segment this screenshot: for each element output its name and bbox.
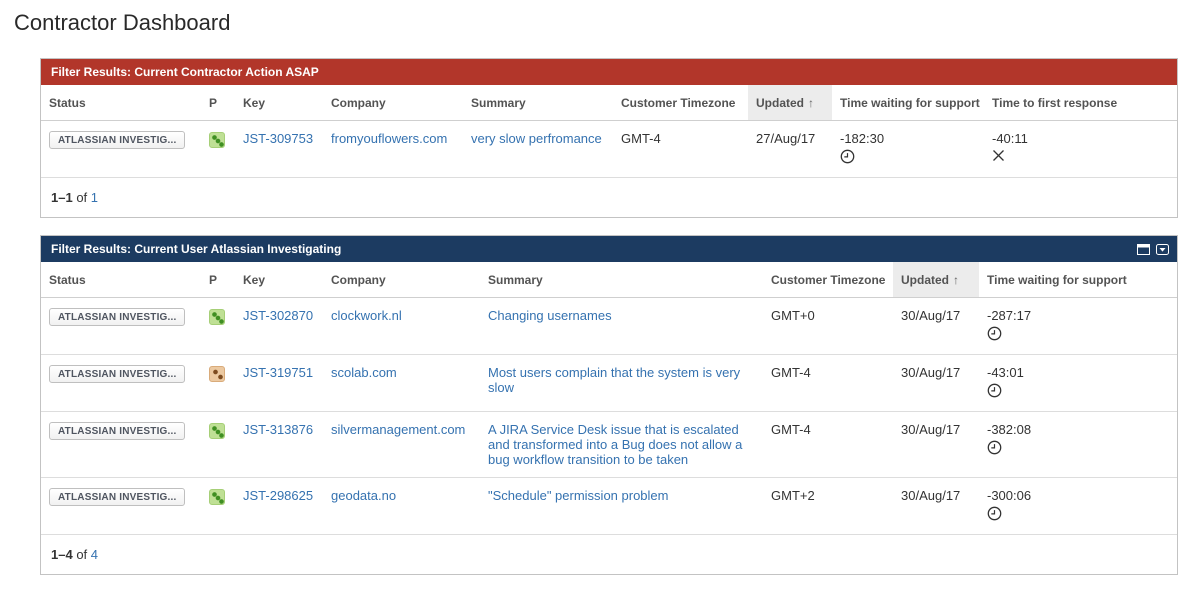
- time-first-response-cell: -40:11: [984, 120, 1177, 178]
- time-waiting-cell: -43:01: [979, 354, 1177, 412]
- x-icon: [992, 150, 1005, 165]
- company-link[interactable]: silvermanagement.com: [331, 422, 466, 437]
- pagination: 1–1 of 1: [41, 178, 1177, 217]
- status-badge: ATLASSIAN INVESTIG...: [49, 308, 186, 326]
- column-header-updated[interactable]: Updated ↑: [748, 85, 832, 121]
- column-header-time-first-response[interactable]: Time to first response: [984, 85, 1177, 121]
- gadget-menu-dropdown-icon[interactable]: [1156, 243, 1169, 255]
- column-header-priority[interactable]: P: [201, 85, 235, 121]
- pagination-range: 1–4: [51, 547, 73, 562]
- status-badge: ATLASSIAN INVESTIG...: [49, 131, 186, 149]
- column-header-timezone[interactable]: Customer Timezone: [763, 262, 893, 298]
- timezone-cell: GMT-4: [763, 354, 893, 412]
- column-header-key[interactable]: Key: [235, 262, 323, 298]
- maximize-gadget-icon[interactable]: [1137, 243, 1150, 255]
- pagination: 1–4 of 4: [41, 535, 1177, 574]
- column-header-status[interactable]: Status: [41, 262, 201, 298]
- gadget-title: Filter Results: Current User Atlassian I…: [51, 242, 342, 256]
- summary-link[interactable]: Changing usernames: [488, 308, 612, 323]
- column-header-key[interactable]: Key: [235, 85, 323, 121]
- priority-icon: [209, 423, 225, 439]
- status-badge: ATLASSIAN INVESTIG...: [49, 488, 186, 506]
- issue-key-link[interactable]: JST-319751: [243, 365, 314, 380]
- column-header-company[interactable]: Company: [323, 85, 463, 121]
- sort-ascending-icon: ↑: [953, 273, 959, 287]
- company-link[interactable]: geodata.no: [331, 488, 397, 503]
- pagination-range: 1–1: [51, 190, 73, 205]
- sort-ascending-icon: ↑: [808, 96, 814, 110]
- pagination-total-link[interactable]: 4: [90, 547, 99, 562]
- table-row: ATLASSIAN INVESTIG... JST-302870 clockwo…: [41, 297, 1177, 355]
- clock-icon: [987, 383, 1002, 401]
- updated-cell: 30/Aug/17: [893, 411, 979, 478]
- time-waiting-cell: -382:08: [979, 411, 1177, 478]
- clock-icon: [987, 506, 1002, 524]
- status-badge: ATLASSIAN INVESTIG...: [49, 422, 186, 440]
- table-row: ATLASSIAN INVESTIG... JST-298625 geodata…: [41, 477, 1177, 535]
- issues-table: Status P Key Company Summary Customer Ti…: [41, 85, 1177, 178]
- pagination-total-link[interactable]: 1: [90, 190, 99, 205]
- gadget-header[interactable]: Filter Results: Current User Atlassian I…: [41, 236, 1177, 262]
- issue-key-link[interactable]: JST-302870: [243, 308, 314, 323]
- company-link[interactable]: scolab.com: [331, 365, 397, 380]
- gadget-header[interactable]: Filter Results: Current Contractor Actio…: [41, 59, 1177, 85]
- issue-key-link[interactable]: JST-309753: [243, 131, 314, 146]
- clock-icon: [987, 440, 1002, 458]
- column-header-timezone[interactable]: Customer Timezone: [613, 85, 748, 121]
- page-title: Contractor Dashboard: [14, 10, 231, 35]
- updated-cell: 27/Aug/17: [748, 120, 832, 178]
- issue-key-link[interactable]: JST-313876: [243, 422, 314, 437]
- table-row: ATLASSIAN INVESTIG... JST-309753 fromyou…: [41, 120, 1177, 178]
- priority-icon: [209, 489, 225, 505]
- priority-icon: [209, 132, 225, 148]
- priority-icon: [209, 309, 225, 325]
- issue-key-link[interactable]: JST-298625: [243, 488, 314, 503]
- column-header-updated[interactable]: Updated ↑: [893, 262, 979, 298]
- updated-cell: 30/Aug/17: [893, 297, 979, 355]
- column-header-summary[interactable]: Summary: [480, 262, 763, 298]
- column-header-time-waiting[interactable]: Time waiting for support: [832, 85, 984, 121]
- priority-icon: [209, 366, 225, 382]
- summary-link[interactable]: A JIRA Service Desk issue that is escala…: [488, 422, 743, 467]
- summary-link[interactable]: very slow perfromance: [471, 131, 602, 146]
- timezone-cell: GMT-4: [613, 120, 748, 178]
- column-header-status[interactable]: Status: [41, 85, 201, 121]
- timezone-cell: GMT+0: [763, 297, 893, 355]
- clock-icon: [987, 326, 1002, 344]
- column-header-priority[interactable]: P: [201, 262, 235, 298]
- column-header-time-waiting[interactable]: Time waiting for support: [979, 262, 1177, 298]
- status-badge: ATLASSIAN INVESTIG...: [49, 365, 186, 383]
- company-link[interactable]: fromyouflowers.com: [331, 131, 448, 146]
- updated-cell: 30/Aug/17: [893, 477, 979, 535]
- pagination-of: of: [76, 547, 88, 562]
- summary-link[interactable]: Most users complain that the system is v…: [488, 365, 741, 395]
- pagination-of: of: [76, 190, 88, 205]
- summary-link[interactable]: "Schedule" permission problem: [488, 488, 669, 503]
- updated-cell: 30/Aug/17: [893, 354, 979, 412]
- timezone-cell: GMT+2: [763, 477, 893, 535]
- gadget-title: Filter Results: Current Contractor Actio…: [51, 65, 319, 79]
- column-header-summary[interactable]: Summary: [463, 85, 613, 121]
- table-row: ATLASSIAN INVESTIG... JST-319751 scolab.…: [41, 354, 1177, 412]
- time-waiting-cell: -182:30: [832, 120, 984, 178]
- time-waiting-cell: -287:17: [979, 297, 1177, 355]
- table-row: ATLASSIAN INVESTIG... JST-313876 silverm…: [41, 411, 1177, 478]
- gadget-user-atlassian-investigating: Filter Results: Current User Atlassian I…: [40, 235, 1178, 575]
- timezone-cell: GMT-4: [763, 411, 893, 478]
- issues-table: Status P Key Company Summary Customer Ti…: [41, 262, 1177, 535]
- time-waiting-cell: -300:06: [979, 477, 1177, 535]
- column-header-company[interactable]: Company: [323, 262, 480, 298]
- clock-icon: [840, 149, 855, 167]
- gadget-contractor-action-asap: Filter Results: Current Contractor Actio…: [40, 58, 1178, 218]
- company-link[interactable]: clockwork.nl: [331, 308, 402, 323]
